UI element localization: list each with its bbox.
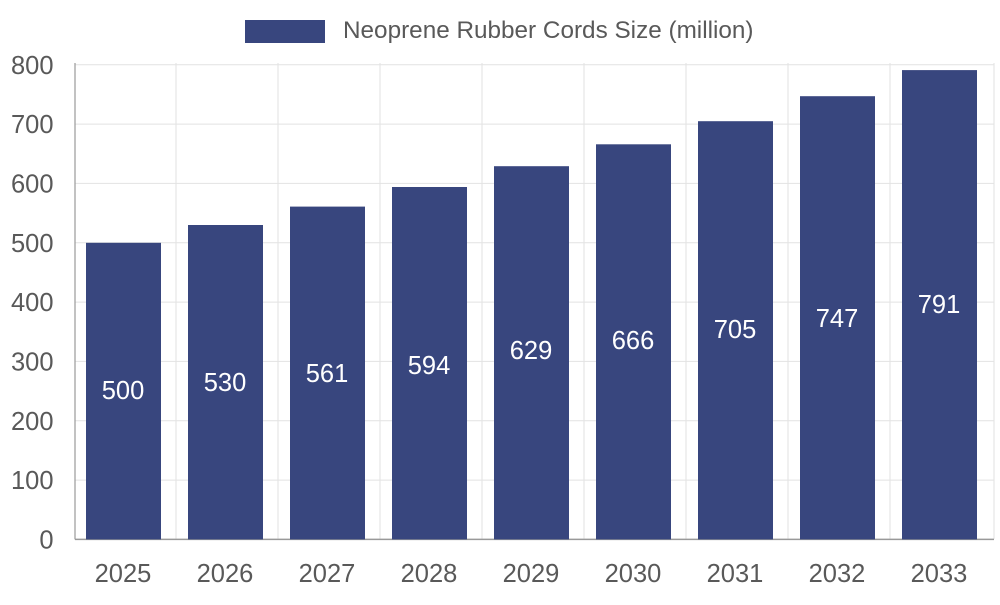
svg-text:705: 705 [714, 316, 757, 344]
svg-text:747: 747 [816, 305, 859, 333]
svg-text:600: 600 [11, 170, 54, 198]
svg-text:2030: 2030 [605, 560, 662, 588]
svg-text:2027: 2027 [299, 560, 356, 588]
svg-text:200: 200 [11, 408, 54, 436]
svg-text:500: 500 [11, 230, 54, 258]
svg-text:2032: 2032 [809, 560, 866, 588]
svg-text:0: 0 [39, 526, 53, 554]
svg-text:Neoprene Rubber Cords Size (mi: Neoprene Rubber Cords Size (million) [343, 17, 754, 44]
svg-text:561: 561 [306, 360, 349, 388]
svg-text:791: 791 [918, 291, 961, 319]
svg-text:2033: 2033 [911, 560, 968, 588]
svg-text:400: 400 [11, 289, 54, 317]
svg-text:2031: 2031 [707, 560, 764, 588]
svg-text:2026: 2026 [197, 560, 254, 588]
svg-text:2028: 2028 [401, 560, 458, 588]
svg-text:629: 629 [510, 337, 553, 365]
svg-text:666: 666 [612, 327, 655, 355]
svg-text:530: 530 [204, 369, 247, 397]
svg-text:594: 594 [408, 352, 451, 380]
svg-text:300: 300 [11, 348, 54, 376]
svg-text:700: 700 [11, 111, 54, 139]
svg-text:2029: 2029 [503, 560, 560, 588]
svg-text:500: 500 [102, 377, 145, 405]
svg-text:800: 800 [11, 52, 54, 80]
svg-text:100: 100 [11, 467, 54, 495]
svg-text:2025: 2025 [95, 560, 152, 588]
